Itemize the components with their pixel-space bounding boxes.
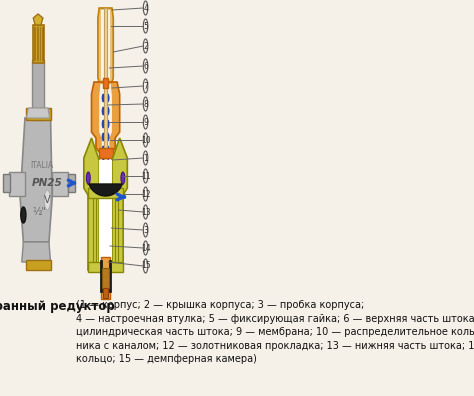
Circle shape: [102, 185, 105, 193]
Circle shape: [107, 198, 109, 206]
Polygon shape: [91, 82, 119, 156]
Text: 12: 12: [141, 190, 150, 198]
Bar: [88, 262, 123, 272]
Circle shape: [143, 169, 148, 183]
Text: 4: 4: [143, 4, 148, 13]
Circle shape: [143, 133, 148, 147]
Text: (1 — корпус; 2 — крышка корпуса; 3 — пробка корпуса;
4 — настроечная втулка; 5 —: (1 — корпус; 2 — крышка корпуса; 3 — про…: [76, 300, 474, 364]
Circle shape: [143, 115, 148, 129]
Circle shape: [102, 198, 105, 206]
Text: 11: 11: [141, 171, 150, 181]
Circle shape: [143, 97, 148, 111]
Circle shape: [21, 207, 26, 223]
Circle shape: [102, 146, 105, 154]
Polygon shape: [9, 172, 25, 196]
Circle shape: [143, 19, 148, 33]
Polygon shape: [84, 138, 99, 270]
Circle shape: [143, 59, 148, 73]
Circle shape: [143, 151, 148, 165]
Bar: [32, 60, 45, 120]
Circle shape: [143, 259, 148, 273]
Circle shape: [143, 205, 148, 219]
Bar: [109, 260, 111, 292]
Circle shape: [107, 172, 109, 180]
Polygon shape: [99, 148, 113, 158]
Bar: [99, 160, 112, 270]
Circle shape: [102, 172, 105, 180]
Bar: [103, 288, 108, 298]
Polygon shape: [33, 14, 43, 25]
Text: 6: 6: [143, 61, 148, 70]
Bar: [104, 8, 107, 163]
Circle shape: [107, 107, 109, 115]
Bar: [26, 108, 51, 120]
Bar: [102, 268, 109, 288]
Text: 9: 9: [143, 118, 148, 126]
Circle shape: [86, 172, 90, 184]
Bar: [100, 260, 102, 292]
Circle shape: [107, 146, 109, 154]
Circle shape: [143, 1, 148, 15]
Text: 15: 15: [141, 261, 150, 270]
Circle shape: [121, 172, 125, 184]
Circle shape: [143, 79, 148, 93]
Bar: [101, 10, 110, 80]
Text: V: V: [44, 195, 51, 205]
Circle shape: [143, 39, 148, 53]
Bar: [93, 195, 96, 270]
Bar: [67, 174, 74, 192]
Text: 14: 14: [141, 244, 150, 253]
Circle shape: [44, 190, 51, 210]
Circle shape: [102, 133, 105, 141]
Polygon shape: [99, 84, 112, 155]
Polygon shape: [27, 108, 50, 118]
Bar: [26, 260, 51, 270]
Polygon shape: [20, 118, 52, 242]
Text: 7: 7: [143, 82, 148, 91]
Text: 10: 10: [141, 135, 150, 145]
Circle shape: [102, 159, 105, 167]
Circle shape: [107, 94, 109, 102]
Text: 3: 3: [143, 225, 148, 234]
Polygon shape: [112, 138, 128, 270]
Text: 2: 2: [143, 42, 148, 51]
Circle shape: [143, 241, 148, 255]
Polygon shape: [88, 178, 123, 196]
Text: 5: 5: [143, 21, 148, 30]
Polygon shape: [22, 242, 51, 262]
Circle shape: [143, 223, 148, 237]
Bar: [103, 78, 109, 88]
Text: 1: 1: [143, 154, 148, 162]
Bar: [101, 257, 110, 299]
Circle shape: [107, 185, 109, 193]
Polygon shape: [52, 172, 68, 196]
Circle shape: [102, 107, 105, 115]
Polygon shape: [98, 8, 113, 84]
Circle shape: [107, 120, 109, 128]
Circle shape: [102, 94, 105, 102]
Bar: [33, 25, 44, 63]
Bar: [115, 195, 118, 270]
Text: PN25: PN25: [32, 178, 63, 188]
Circle shape: [143, 187, 148, 201]
Text: ½": ½": [32, 207, 46, 217]
Text: 13: 13: [141, 208, 150, 217]
Bar: [88, 188, 123, 198]
Circle shape: [102, 120, 105, 128]
Text: Мембранный редуктор: Мембранный редуктор: [0, 300, 115, 313]
Bar: [2, 174, 9, 192]
Text: ITALIA: ITALIA: [30, 161, 53, 170]
Text: 8: 8: [143, 99, 148, 109]
Circle shape: [107, 133, 109, 141]
Circle shape: [107, 159, 109, 167]
